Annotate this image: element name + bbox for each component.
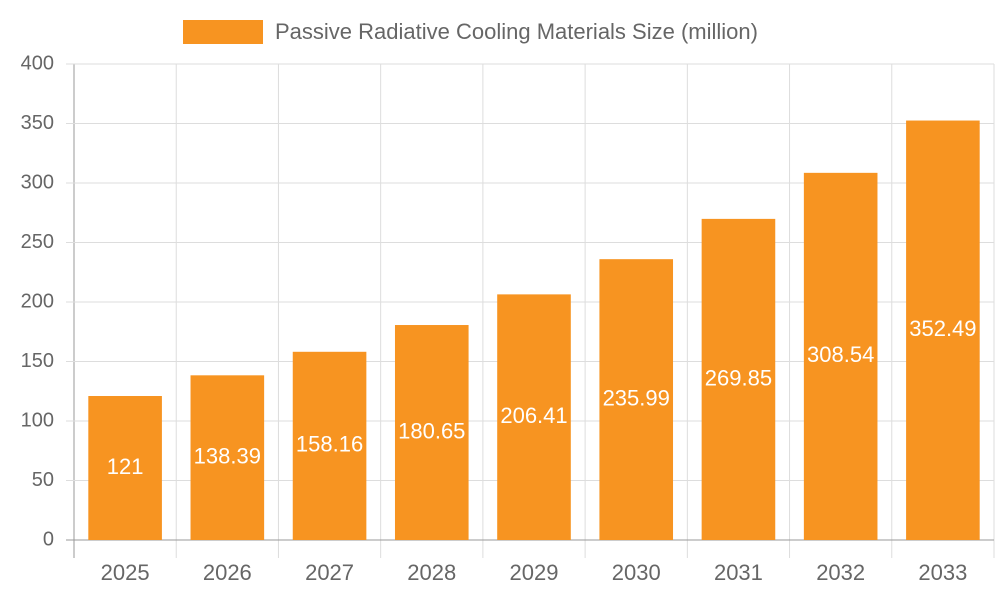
legend-swatch [183, 20, 263, 44]
y-tick-label: 100 [21, 409, 54, 431]
data-label: 235.99 [603, 385, 670, 410]
y-tick-label: 50 [32, 469, 54, 491]
data-label: 138.39 [194, 443, 261, 468]
x-tick-label: 2027 [305, 560, 354, 585]
data-label: 180.65 [398, 418, 465, 443]
bar [599, 259, 674, 540]
legend-label: Passive Radiative Cooling Materials Size… [275, 19, 758, 44]
bar [190, 375, 265, 540]
y-tick-label: 400 [21, 52, 54, 74]
x-tick-label: 2030 [612, 560, 661, 585]
y-tick-label: 200 [21, 290, 54, 312]
bar [803, 172, 878, 540]
y-tick-label: 250 [21, 231, 54, 253]
data-label: 269.85 [705, 365, 772, 390]
x-tick-label: 2032 [816, 560, 865, 585]
x-tick-label: 2031 [714, 560, 763, 585]
x-tick-label: 2025 [101, 560, 150, 585]
x-tick-label: 2033 [918, 560, 967, 585]
y-tick-label: 350 [21, 112, 54, 134]
y-tick-label: 150 [21, 350, 54, 372]
y-tick-label: 0 [43, 528, 54, 550]
data-label: 352.49 [909, 316, 976, 341]
data-label: 121 [107, 454, 144, 479]
y-tick-label: 300 [21, 171, 54, 193]
data-label: 158.16 [296, 432, 363, 457]
bar [394, 325, 469, 540]
data-label: 308.54 [807, 342, 874, 367]
x-tick-label: 2026 [203, 560, 252, 585]
x-tick-label: 2029 [510, 560, 559, 585]
bar [701, 218, 776, 541]
x-tick-label: 2028 [407, 560, 456, 585]
bar [497, 294, 571, 540]
data-label: 206.41 [500, 403, 567, 428]
bar [88, 396, 162, 540]
bar [906, 120, 980, 541]
bar [292, 351, 367, 540]
